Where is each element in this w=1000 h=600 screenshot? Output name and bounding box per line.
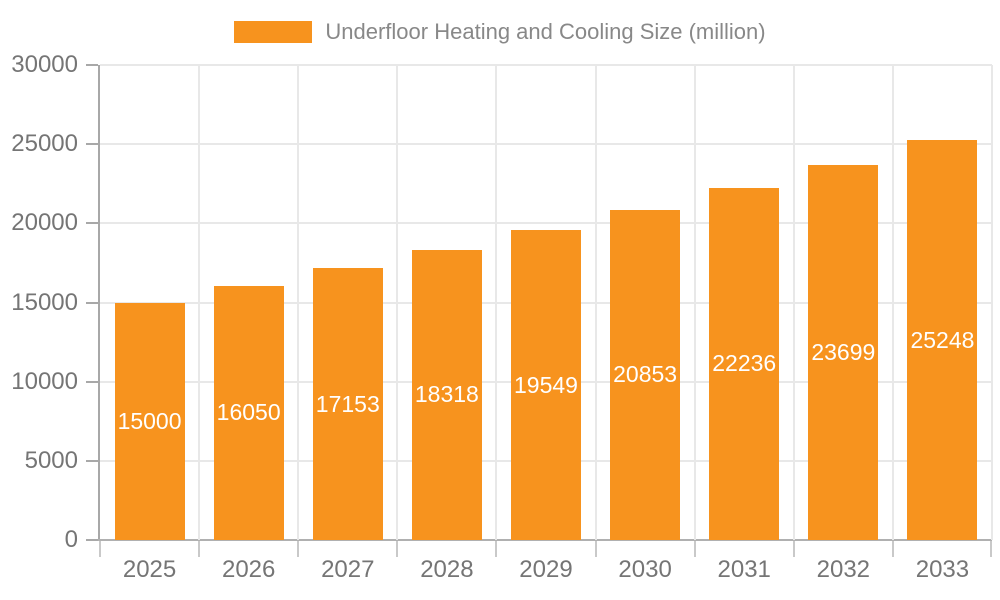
bar-value-label: 20853 [613,361,678,388]
bar-value-label: 15000 [117,407,182,434]
gridline-vertical [396,65,399,540]
x-axis-label: 2026 [221,556,276,583]
bar: 16050 [213,285,284,540]
gridline-horizontal [100,222,992,225]
y-axis-tick [86,301,98,304]
gridline-vertical [198,65,201,540]
x-axis-label: 2029 [519,556,573,583]
bar: 19549 [511,230,581,540]
x-axis-label: 2031 [717,556,771,583]
x-axis-tick [990,541,992,557]
x-axis-tick [891,541,894,557]
y-axis-label: 10000 [11,367,78,395]
y-axis-labels: 0 5000 10000 15000 20000 25000 30000 [0,51,78,553]
bar: 15000 [114,302,185,540]
x-axis-label: 2028 [420,556,474,583]
y-axis-label: 5000 [24,446,78,474]
y-axis-label: 0 [64,526,78,553]
x-axis-label: 2033 [915,556,970,583]
x-axis-tick [495,541,498,557]
bar-value-label: 17153 [315,390,380,417]
y-axis-label: 25000 [11,130,78,158]
x-axis-label: 2027 [321,556,375,583]
x-axis-tick [297,541,300,557]
bar: 22236 [709,187,780,540]
y-axis-label: 20000 [11,209,78,237]
gridline-vertical [991,65,993,540]
y-axis-tick [86,459,98,462]
gridline-vertical [891,65,894,540]
bar-value-label: 19549 [514,371,578,398]
y-axis-tick [86,64,98,66]
bar-value-label: 18318 [414,381,479,408]
x-axis-label: 2025 [122,556,177,583]
x-axis-tick [396,541,399,557]
x-axis-tick [198,541,201,557]
legend[interactable]: Underfloor Heating and Cooling Size (mil… [0,18,1000,46]
bar: 18318 [411,249,482,540]
y-axis-ticks [86,64,98,541]
gridline-vertical [594,65,597,540]
x-axis-labels: 2025 2026 2027 2028 2029 2030 2031 2032 2033 [100,554,992,586]
y-axis-tick [86,222,98,225]
gridline-vertical [297,65,300,540]
y-axis-line [98,65,100,540]
y-axis-tick [86,143,98,146]
x-axis-label: 2032 [816,556,871,583]
legend-swatch [234,21,313,43]
x-axis-tick [99,541,101,557]
bar-value-label: 23699 [811,338,876,365]
gridline-vertical [792,65,795,540]
y-axis-tick [86,380,98,383]
x-axis-tick [792,541,795,557]
plot-area: 15000 16050 17153 18318 19549 20853 22236 23699… [100,64,993,540]
bar-value-label: 22236 [712,350,777,377]
y-axis-label: 30000 [11,51,78,78]
y-axis-tick [86,539,98,541]
bar: 25248 [907,140,978,540]
bar-value-label: 25248 [910,326,975,353]
bar-value-label: 16050 [216,399,281,426]
x-axis-label: 2030 [618,556,672,583]
x-axis-line [98,539,992,541]
bar: 20853 [610,209,681,540]
legend-label: Underfloor Heating and Cooling Size (mil… [325,19,766,44]
x-axis-tick [693,541,696,557]
x-axis-tick [594,541,597,557]
x-axis-ticks [99,541,992,557]
bar: 23699 [808,164,879,540]
bar: 17153 [312,268,383,540]
gridline-vertical [693,65,696,540]
y-axis-label: 15000 [11,288,78,316]
gridline-horizontal [100,64,992,66]
gridline-horizontal [100,143,992,146]
gridline-vertical [495,65,498,540]
